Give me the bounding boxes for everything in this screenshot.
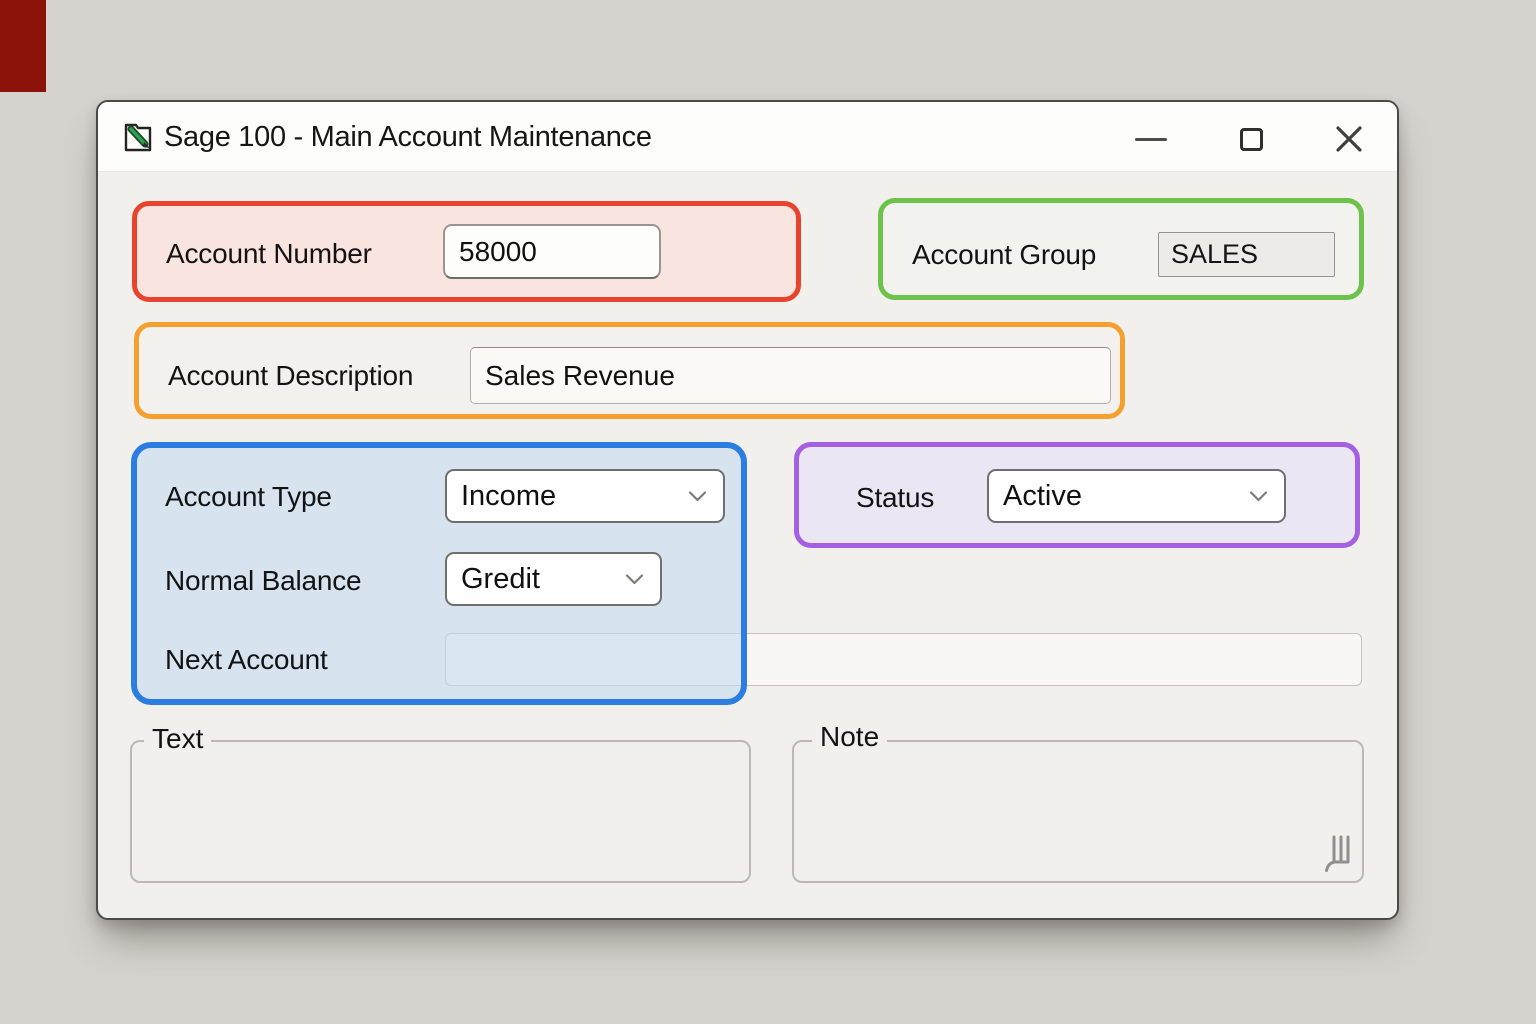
maximize-icon [1239,127,1263,151]
window-title: Sage 100 - Main Account Maintenance [164,121,652,153]
title-bar: Sage 100 - Main Account Maintenance [98,102,1397,172]
close-icon [1336,126,1362,152]
close-button[interactable] [1324,115,1374,163]
app-icon [124,123,152,152]
minimize-icon [1135,137,1167,141]
text-groupbox [130,740,751,883]
account-description-input[interactable] [470,347,1111,404]
note-groupbox [792,740,1364,883]
next-account-label: Next Account [165,644,328,675]
chevron-down-icon [688,490,707,501]
chevron-down-icon [1249,490,1268,501]
app-window: Sage 100 - Main Account Maintenance Acco… [96,100,1399,920]
status-label: Status [856,482,935,513]
account-number-label: Account Number [166,238,372,269]
normal-balance-dropdown[interactable]: Gredit [445,552,662,606]
chevron-down-icon [625,573,644,584]
desktop-corner-accent [0,0,46,92]
memo-pad-icon [1325,835,1350,872]
maximize-button[interactable] [1226,115,1276,163]
normal-balance-value: Gredit [461,562,540,595]
account-group-label: Account Group [912,239,1097,270]
next-account-input[interactable] [445,633,1362,686]
text-groupbox-legend: Text [144,725,212,753]
account-type-label: Account Type [165,481,332,512]
normal-balance-label: Normal Balance [165,565,362,596]
minimize-button[interactable] [1126,115,1176,163]
status-dropdown[interactable]: Active [987,469,1286,523]
account-group-field [1158,232,1335,277]
account-type-dropdown[interactable]: Income [445,469,725,523]
note-groupbox-legend: Note [812,723,888,751]
account-number-input[interactable] [443,224,661,279]
account-type-value: Income [461,479,557,512]
status-value: Active [1003,479,1082,512]
note-area[interactable] [794,742,1362,881]
account-description-label: Account Description [168,360,414,391]
text-area[interactable] [132,742,749,881]
